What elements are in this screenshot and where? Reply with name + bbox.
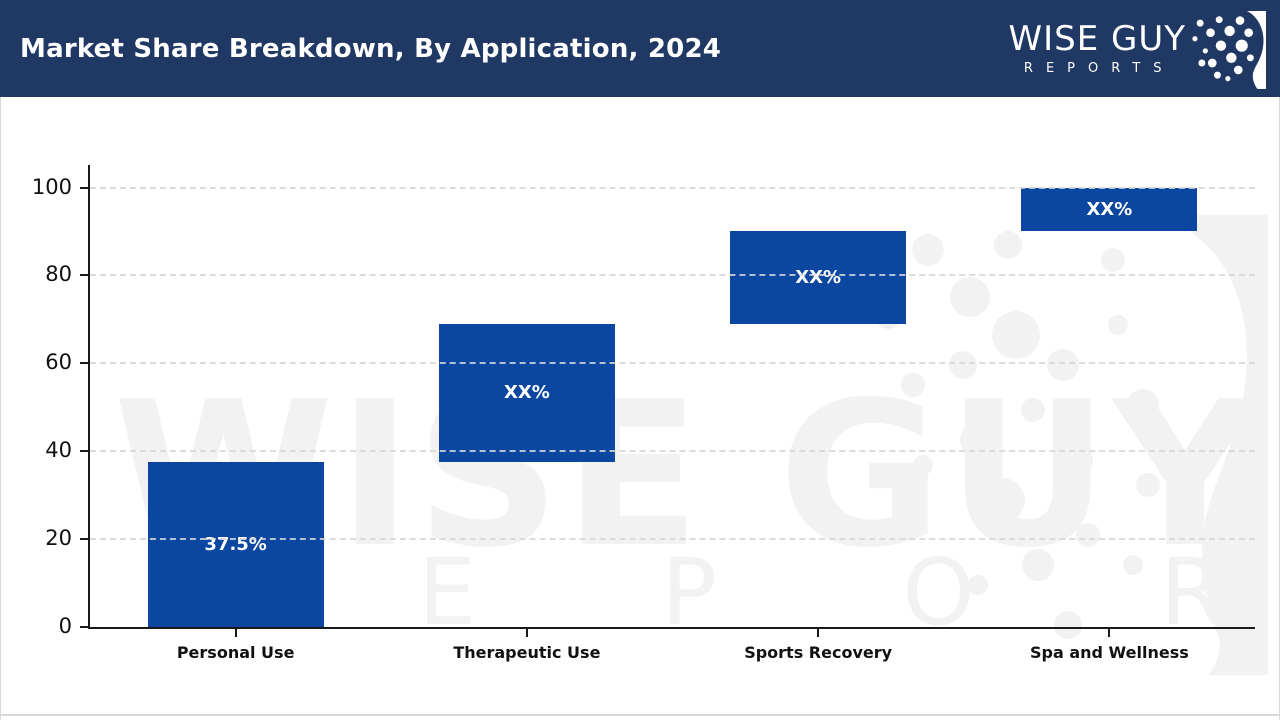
y-tick-label: 40 (45, 438, 72, 463)
bar-value-label: XX% (795, 267, 842, 289)
bar-therapeutic-use: XX% (438, 323, 615, 463)
y-tick-mark (80, 362, 88, 365)
y-tick-label: 100 (31, 174, 72, 199)
logo-subtitle: REPORTS (1023, 61, 1175, 76)
bar-sports-recovery: XX% (730, 231, 907, 324)
x-tick-mark (817, 629, 820, 637)
y-tick-label: 80 (45, 262, 72, 287)
chart-title: Market Share Breakdown, By Application, … (20, 33, 722, 64)
bottom-divider (0, 714, 1280, 716)
y-tick-mark (80, 538, 88, 541)
y-tick-mark (80, 450, 88, 453)
wise-guy-logo: WISE GUY REPORTS (1008, 0, 1266, 97)
bar-spa-and-wellness: XX% (1021, 187, 1198, 232)
logo-text: WISE GUY REPORTS (1008, 22, 1186, 75)
logo-face-icon (1192, 11, 1266, 89)
gridline-40 (90, 450, 1255, 453)
y-tick-mark (80, 626, 88, 628)
y-axis-line (88, 165, 90, 629)
logo-wordmark: WISE GUY (1008, 19, 1186, 59)
y-tick-label: 20 (45, 526, 72, 551)
gridline-100 (90, 186, 1255, 189)
x-tick-label: Spa and Wellness (1030, 643, 1189, 662)
bar-personal-use: 37.5% (147, 462, 324, 627)
x-tick-mark (525, 629, 528, 637)
x-tick-label: Therapeutic Use (453, 643, 601, 662)
gridline-60 (90, 362, 1255, 365)
gridline-80 (90, 274, 1255, 277)
bar-value-label: XX% (1086, 198, 1133, 220)
x-tick-mark (1108, 629, 1111, 637)
y-tick-mark (80, 186, 88, 189)
x-tick-label: Sports Recovery (744, 643, 893, 662)
x-axis-line (88, 627, 1255, 629)
header-bar: Market Share Breakdown, By Application, … (0, 0, 1280, 97)
y-tick-label: 60 (45, 350, 72, 375)
x-tick-label: Personal Use (176, 643, 295, 662)
x-tick-mark (234, 629, 237, 637)
bar-value-label: XX% (503, 382, 550, 404)
y-tick-label: 0 (58, 614, 72, 638)
plot-area: 0 20 40 60 80 100 37.5% Personal Use XX% Therapeu… (32, 165, 1255, 662)
y-tick-mark (80, 274, 88, 277)
gridline-20 (90, 538, 1255, 541)
